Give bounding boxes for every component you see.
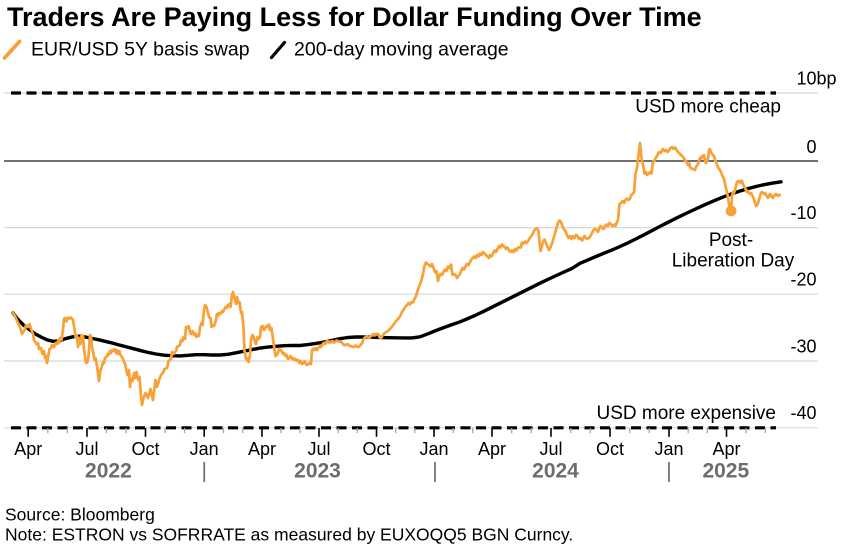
- svg-text:-40: -40: [790, 403, 816, 423]
- svg-text:Jan: Jan: [654, 439, 683, 459]
- svg-text:-10: -10: [790, 203, 816, 223]
- svg-text:EUR/USD 5Y basis swap: EUR/USD 5Y basis swap: [31, 39, 250, 61]
- svg-text:Jan: Jan: [190, 439, 219, 459]
- svg-text:200-day moving average: 200-day moving average: [294, 39, 509, 61]
- svg-text:Jul: Jul: [307, 439, 330, 459]
- svg-text:2023: 2023: [294, 460, 341, 483]
- svg-text:Apr: Apr: [248, 439, 276, 459]
- svg-text:Oct: Oct: [596, 439, 624, 459]
- svg-text:2024: 2024: [532, 460, 579, 483]
- svg-text:Jan: Jan: [419, 439, 448, 459]
- svg-text:Apr: Apr: [712, 439, 740, 459]
- svg-text:2022: 2022: [85, 460, 132, 483]
- svg-text:Jul: Jul: [75, 439, 98, 459]
- svg-text:2025: 2025: [702, 460, 749, 483]
- svg-text:Oct: Oct: [131, 439, 159, 459]
- svg-text:Liberation Day: Liberation Day: [672, 251, 795, 272]
- svg-text:Note: ESTRON vs SOFRRATE as me: Note: ESTRON vs SOFRRATE as measured by …: [5, 525, 573, 545]
- svg-text:Oct: Oct: [362, 439, 390, 459]
- svg-text:10bp: 10bp: [796, 68, 836, 88]
- svg-text:Traders Are Paying Less for Do: Traders Are Paying Less for Dollar Fundi…: [7, 2, 702, 32]
- svg-text:|: |: [432, 460, 437, 483]
- svg-text:-30: -30: [790, 336, 816, 356]
- svg-text:Source: Bloomberg: Source: Bloomberg: [5, 505, 155, 525]
- svg-text:Jul: Jul: [539, 439, 562, 459]
- svg-text:Apr: Apr: [14, 439, 42, 459]
- svg-text:-20: -20: [790, 270, 816, 290]
- svg-text:0: 0: [806, 137, 816, 157]
- svg-text:Apr: Apr: [478, 439, 506, 459]
- svg-text:USD more expensive: USD more expensive: [596, 403, 776, 424]
- svg-text:|: |: [201, 460, 206, 483]
- svg-text:|: |: [666, 460, 671, 483]
- svg-text:USD more cheap: USD more cheap: [635, 97, 781, 118]
- svg-text:Post-: Post-: [709, 230, 753, 251]
